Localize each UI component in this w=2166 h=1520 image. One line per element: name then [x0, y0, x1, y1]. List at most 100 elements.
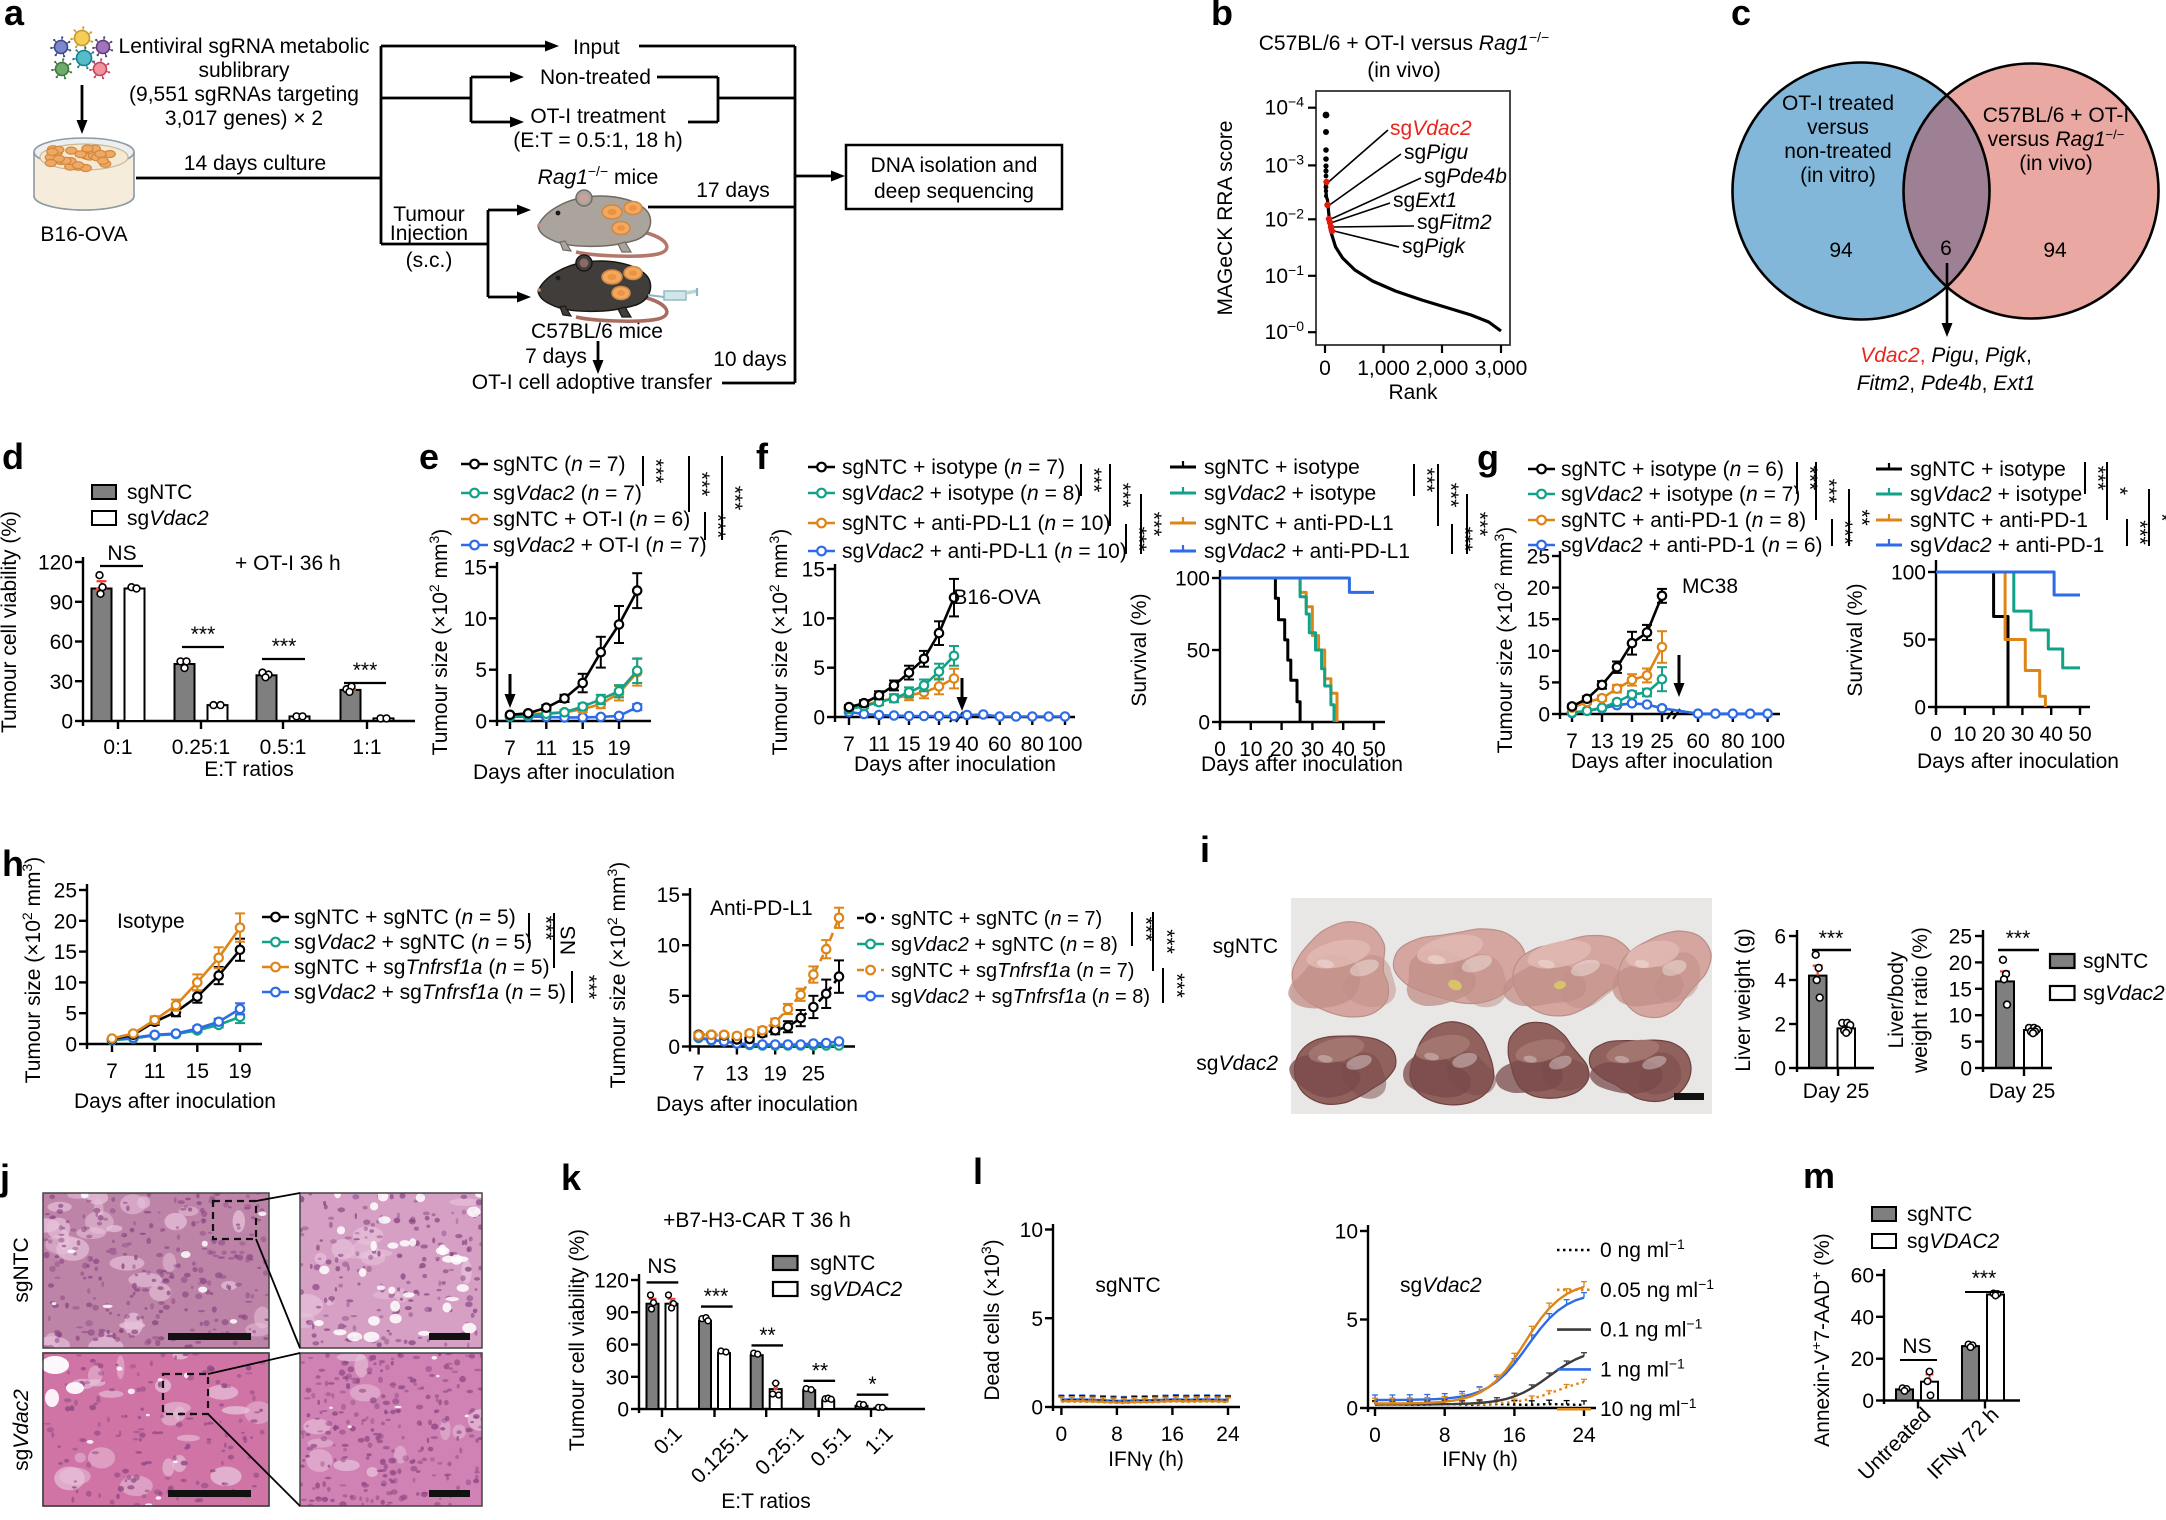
svg-text:***: *** — [1142, 512, 1165, 537]
svg-text:10 ng ml−1: 10 ng ml−1 — [1600, 1395, 1697, 1421]
svg-text:sgNTC + isotype (n = 6): sgNTC + isotype (n = 6) — [1561, 458, 1784, 481]
svg-text:d: d — [2, 436, 24, 477]
svg-text:+B7-H3-CAR T 36 h: +B7-H3-CAR T 36 h — [663, 1209, 851, 1232]
svg-text:0: 0 — [1538, 704, 1550, 727]
svg-text:1:1: 1:1 — [861, 1422, 898, 1459]
svg-text:10: 10 — [1020, 1219, 1043, 1242]
svg-text:***: *** — [704, 1285, 729, 1308]
svg-text:5: 5 — [813, 657, 825, 680]
svg-text:sgVdac2 + anti-PD-1: sgVdac2 + anti-PD-1 — [1910, 534, 2104, 557]
svg-text:sgVdac2: sgVdac2 — [2083, 982, 2165, 1005]
svg-text:0.1 ng ml−1: 0.1 ng ml−1 — [1600, 1316, 1703, 1342]
svg-text:sgNTC: sgNTC — [2083, 950, 2148, 973]
svg-text:***: *** — [1165, 973, 1188, 998]
svg-text:***: *** — [1819, 927, 1844, 950]
svg-text:Tumour size (×102 mm3): Tumour size (×102 mm3) — [604, 862, 630, 1089]
svg-text:i: i — [1200, 829, 1210, 870]
svg-text:8: 8 — [1111, 1423, 1123, 1446]
svg-text:10: 10 — [802, 608, 825, 631]
svg-text:15: 15 — [1527, 609, 1550, 632]
svg-text:Days after inoculation: Days after inoculation — [473, 761, 675, 784]
svg-text:Days after inoculation: Days after inoculation — [74, 1090, 276, 1113]
svg-text:sgFitm2: sgFitm2 — [1417, 211, 1492, 234]
svg-text:10−4: 10−4 — [1265, 94, 1305, 120]
svg-text:30: 30 — [50, 671, 73, 694]
svg-text:0: 0 — [1960, 1058, 1972, 1081]
svg-text:sgVdac2 + isotype (n = 7): sgVdac2 + isotype (n = 7) — [1561, 483, 1800, 506]
svg-text:10−2: 10−2 — [1265, 205, 1305, 231]
svg-text:60: 60 — [50, 631, 73, 654]
svg-text:g: g — [1477, 437, 1499, 478]
svg-text:25: 25 — [802, 1063, 825, 1086]
svg-text:90: 90 — [50, 591, 73, 614]
svg-text:1:1: 1:1 — [352, 736, 381, 759]
svg-text:5: 5 — [65, 1003, 77, 1026]
svg-text:OT-I treatment: OT-I treatment — [530, 105, 666, 128]
svg-text:***: *** — [1111, 483, 1134, 508]
svg-text:15: 15 — [657, 884, 680, 907]
svg-text:94: 94 — [2043, 239, 2067, 262]
svg-text:sgNTC + anti-PD-1: sgNTC + anti-PD-1 — [1910, 509, 2088, 532]
svg-text:20: 20 — [1982, 723, 2005, 746]
svg-text:5: 5 — [475, 659, 487, 682]
svg-text:MAGeCK RRA score: MAGeCK RRA score — [1214, 121, 1237, 316]
svg-text:sgVdac2 + anti-PD-1 (n = 6): sgVdac2 + anti-PD-1 (n = 6) — [1561, 534, 1823, 557]
svg-text:Survival (%): Survival (%) — [1844, 583, 1867, 696]
svg-text:Anti-PD-L1: Anti-PD-L1 — [710, 897, 813, 920]
svg-text:50: 50 — [2068, 723, 2091, 746]
svg-text:***: *** — [2128, 520, 2151, 545]
svg-text:B16-OVA: B16-OVA — [40, 223, 127, 246]
svg-text:sgNTC + sgTnfrsf1a (n = 5): sgNTC + sgTnfrsf1a (n = 5) — [294, 956, 550, 979]
svg-text:10 days: 10 days — [713, 348, 787, 371]
svg-text:0.125:1: 0.125:1 — [687, 1422, 753, 1488]
svg-text:24: 24 — [1216, 1423, 1240, 1446]
svg-text:sgNTC: sgNTC — [1907, 1203, 1972, 1226]
svg-text:Non-treated: Non-treated — [540, 66, 651, 89]
svg-text:f: f — [756, 436, 769, 477]
svg-text:***: *** — [706, 514, 729, 539]
svg-text:DNA isolation and: DNA isolation and — [871, 154, 1038, 177]
svg-text:sgNTC: sgNTC — [1095, 1274, 1160, 1297]
svg-text:sgNTC: sgNTC — [1213, 935, 1278, 958]
svg-text:Tumour cell viability (%): Tumour cell viability (%) — [566, 1229, 589, 1451]
svg-text:10−0: 10−0 — [1265, 318, 1305, 344]
svg-text:10: 10 — [657, 935, 680, 958]
svg-text:30: 30 — [606, 1366, 629, 1389]
svg-text:15: 15 — [1949, 978, 1972, 1001]
svg-text:7 days: 7 days — [525, 345, 587, 368]
svg-text:***: *** — [2086, 466, 2109, 491]
svg-text:***: *** — [272, 635, 297, 658]
svg-text:0: 0 — [1774, 1058, 1786, 1081]
svg-text:19: 19 — [228, 1060, 251, 1083]
svg-text:0:1: 0:1 — [103, 736, 132, 759]
svg-text:deep sequencing: deep sequencing — [874, 180, 1034, 203]
svg-text:25: 25 — [54, 880, 77, 903]
svg-text:(in vivo): (in vivo) — [1367, 59, 1441, 82]
svg-text:50: 50 — [1187, 640, 1210, 663]
svg-text:20: 20 — [1851, 1348, 1874, 1371]
svg-text:Days after inoculation: Days after inoculation — [1917, 750, 2119, 773]
svg-text:10: 10 — [1953, 723, 1976, 746]
svg-text:m: m — [1803, 1155, 1835, 1196]
svg-text:sgVdac2 + sgTnfrsf1a (n = 8): sgVdac2 + sgTnfrsf1a (n = 8) — [891, 986, 1150, 1008]
svg-text:Survival (%): Survival (%) — [1128, 593, 1151, 706]
svg-text:10−3: 10−3 — [1265, 151, 1305, 177]
svg-text:0: 0 — [61, 711, 73, 734]
svg-text:0: 0 — [1031, 1397, 1043, 1420]
svg-text:NS: NS — [647, 1255, 676, 1278]
svg-text:Tumour size (×102 mm3): Tumour size (×102 mm3) — [19, 857, 45, 1084]
svg-text:sgNTC + anti-PD-1 (n = 8): sgNTC + anti-PD-1 (n = 8) — [1561, 509, 1806, 532]
svg-text:10−1: 10−1 — [1265, 262, 1305, 288]
svg-text:15: 15 — [571, 737, 594, 760]
svg-text:sgVdac2: sgVdac2 — [127, 507, 209, 530]
svg-text:3,017 genes) × 2: 3,017 genes) × 2 — [165, 107, 323, 130]
svg-text:***: *** — [1415, 468, 1438, 493]
svg-text:***: *** — [644, 459, 667, 484]
svg-text:15: 15 — [54, 941, 77, 964]
svg-text:sgVdac2 + isotype: sgVdac2 + isotype — [1910, 483, 2082, 506]
svg-text:0: 0 — [813, 707, 825, 730]
svg-text:c: c — [1731, 0, 1751, 33]
svg-text:a: a — [4, 0, 25, 33]
svg-text:versus Rag1−/−: versus Rag1−/− — [1988, 127, 2125, 152]
svg-text:*: * — [868, 1373, 876, 1396]
